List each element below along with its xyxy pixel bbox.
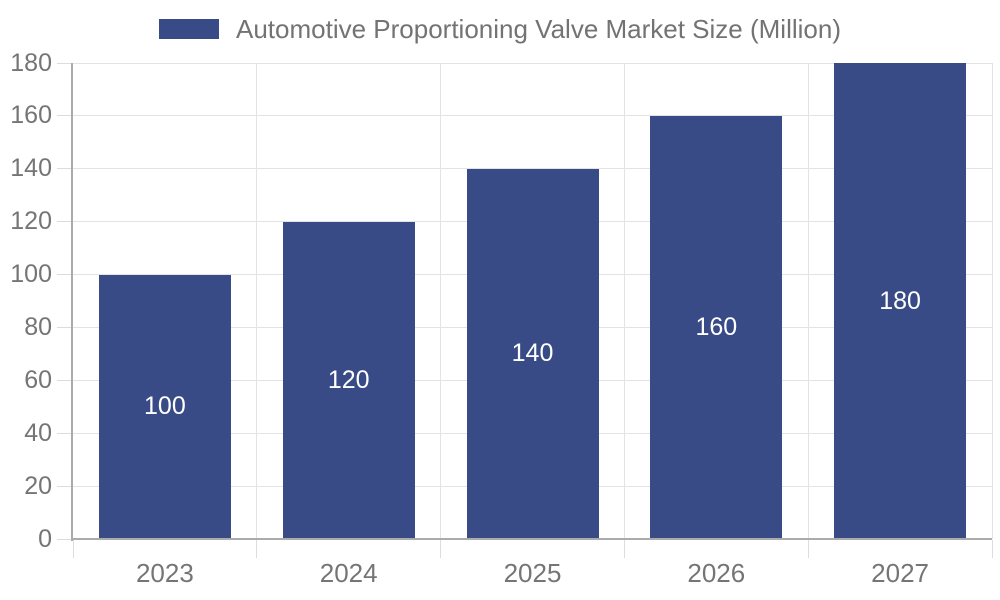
bar-value-label: 100	[144, 392, 186, 421]
bar-2023	[98, 274, 231, 539]
x-axis-tick	[72, 540, 74, 558]
x-axis-line	[71, 538, 992, 540]
y-axis-label: 180	[10, 48, 52, 77]
y-axis-tick	[57, 62, 73, 64]
y-axis-label: 60	[24, 365, 52, 394]
gridline-vertical	[991, 63, 993, 539]
x-axis-tick	[623, 540, 625, 558]
y-axis-tick	[57, 485, 73, 487]
gridline-horizontal	[73, 62, 992, 64]
bar-value-label: 120	[327, 365, 370, 394]
y-axis-tick	[57, 538, 73, 540]
gridline-vertical	[623, 63, 625, 539]
y-axis-label: 0	[38, 524, 52, 553]
y-axis-label: 80	[24, 312, 52, 341]
y-axis-tick	[57, 221, 73, 223]
y-axis-tick	[57, 274, 73, 276]
bar-value-label: 140	[511, 339, 554, 368]
x-axis-tick	[256, 540, 258, 558]
legend-label: Automotive Proportioning Valve Market Si…	[236, 14, 841, 44]
chart-legend[interactable]: Automotive Proportioning Valve Market Si…	[0, 14, 1000, 44]
y-axis-tick	[57, 432, 73, 434]
x-axis-label: 2027	[871, 558, 929, 588]
y-axis-label: 100	[10, 260, 52, 289]
y-axis-label: 40	[24, 418, 52, 447]
gridline-vertical	[256, 63, 258, 539]
gridline-vertical	[440, 63, 442, 539]
y-axis-label: 140	[10, 154, 52, 183]
x-axis-tick	[440, 540, 442, 558]
y-axis-line	[71, 63, 73, 541]
x-axis-label: 2023	[135, 558, 194, 588]
x-axis-tick	[991, 540, 993, 558]
y-axis-label: 160	[10, 101, 52, 130]
x-axis-label: 2025	[503, 558, 562, 588]
bar-value-label: 180	[879, 286, 921, 315]
y-axis-tick	[57, 168, 73, 170]
bar-2025	[466, 168, 599, 539]
bar-2027	[834, 63, 967, 539]
y-axis-tick	[57, 326, 73, 328]
y-axis-label: 120	[10, 207, 52, 236]
x-axis-label: 2026	[687, 558, 746, 588]
gridline-vertical	[807, 63, 809, 539]
bar-2026	[650, 115, 783, 539]
x-axis-tick	[807, 540, 809, 558]
x-axis-label: 2024	[319, 558, 378, 588]
y-axis-label: 20	[24, 471, 52, 500]
y-axis-tick	[57, 115, 73, 117]
legend-swatch	[159, 19, 219, 39]
y-axis-tick	[57, 379, 73, 381]
bar-value-label: 160	[695, 312, 738, 341]
gridline-horizontal	[73, 115, 992, 117]
bar-2024	[282, 221, 415, 539]
